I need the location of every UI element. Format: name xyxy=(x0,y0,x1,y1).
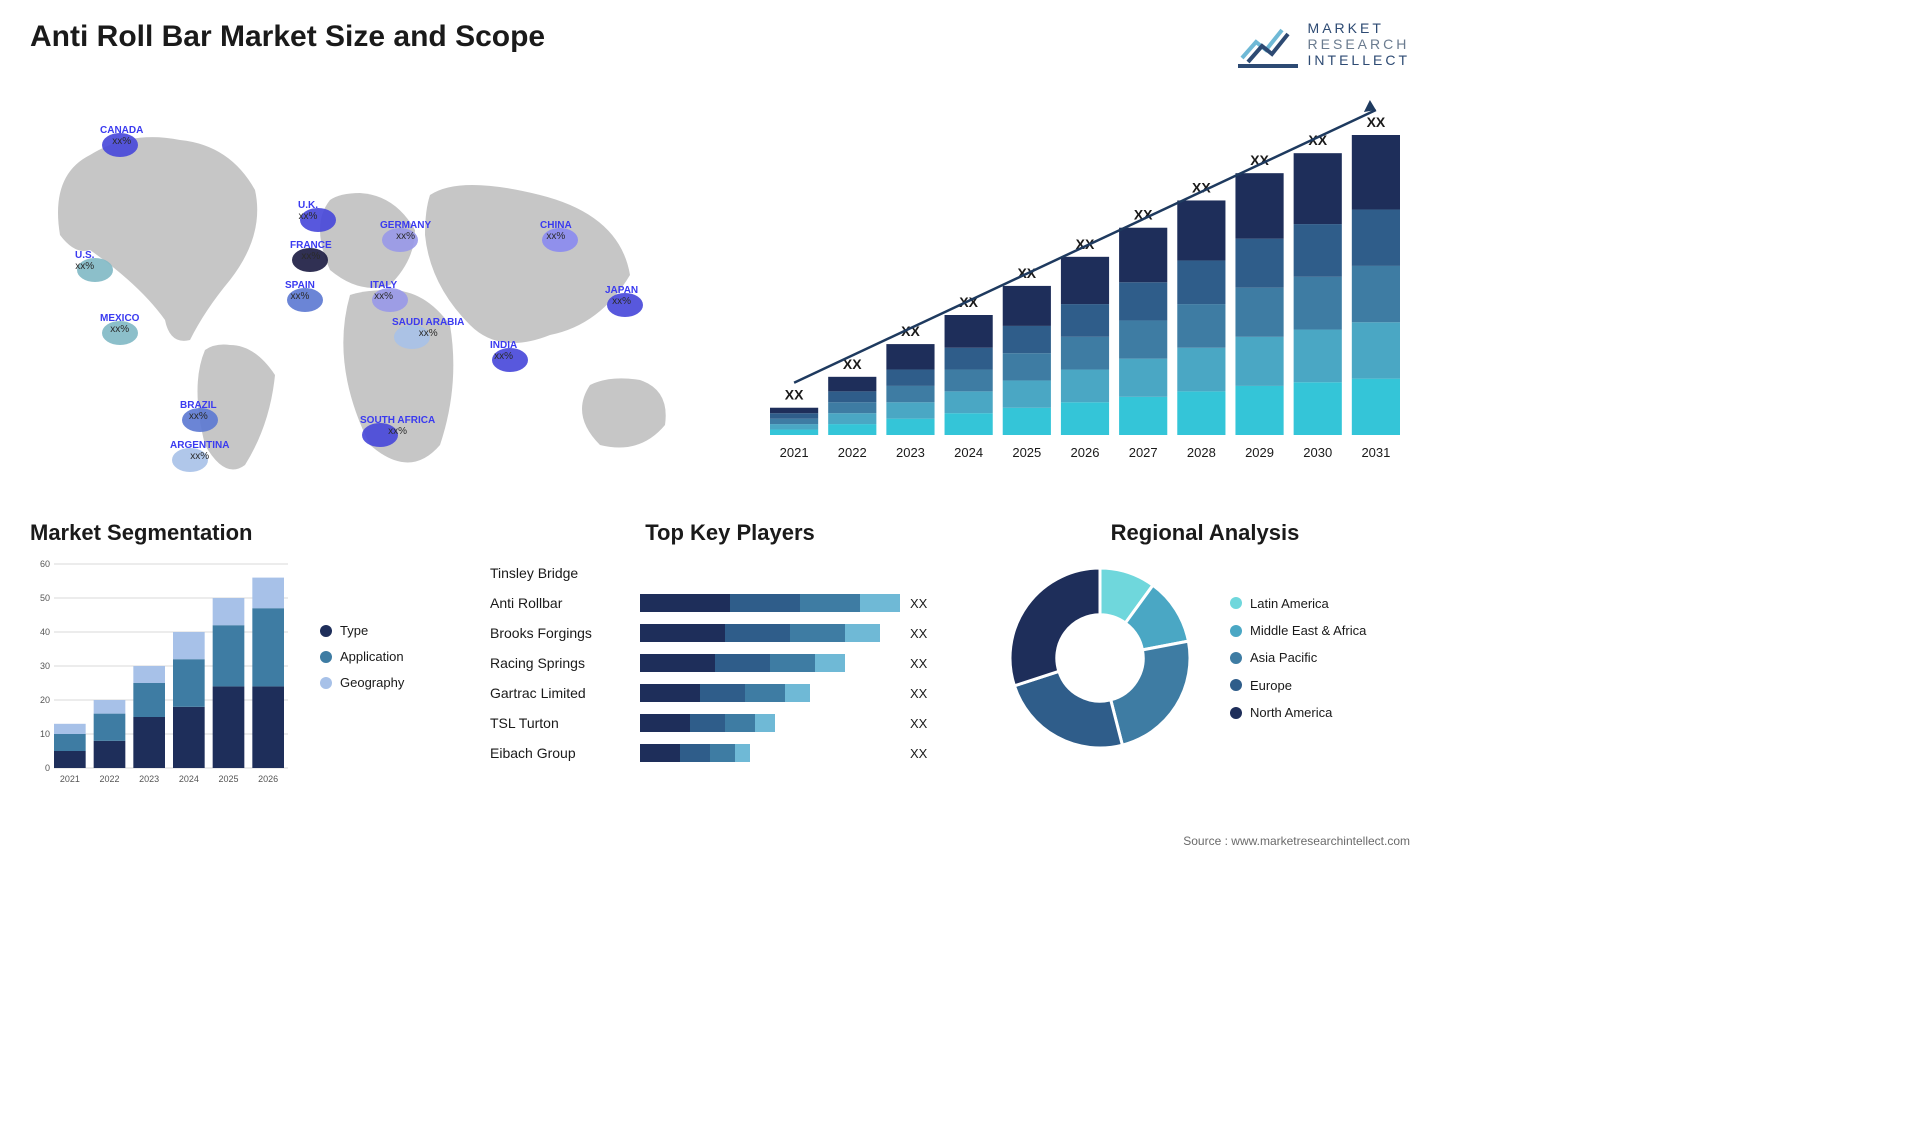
svg-text:2022: 2022 xyxy=(838,445,867,460)
svg-text:2027: 2027 xyxy=(1129,445,1158,460)
player-row: Eibach Group XX xyxy=(490,738,970,768)
world-map: CANADAxx% U.S.xx% MEXICOxx% BRAZILxx% ARGENT… xyxy=(30,85,710,485)
legend-item: Asia Pacific xyxy=(1230,644,1366,671)
map-label-argentina: ARGENTINAxx% xyxy=(170,440,229,462)
svg-text:2024: 2024 xyxy=(954,445,983,460)
svg-text:30: 30 xyxy=(40,661,50,671)
player-row: Tinsley Bridge xyxy=(490,558,970,588)
logo-line1: MARKET xyxy=(1308,20,1410,36)
legend-item: Middle East & Africa xyxy=(1230,617,1366,644)
svg-text:10: 10 xyxy=(40,729,50,739)
player-bar xyxy=(640,654,900,672)
logo-icon xyxy=(1238,20,1298,68)
player-row: Anti Rollbar XX xyxy=(490,588,970,618)
svg-text:40: 40 xyxy=(40,627,50,637)
player-value: XX xyxy=(910,626,927,641)
source-label: Source : www.marketresearchintellect.com xyxy=(1183,834,1410,848)
player-value: XX xyxy=(910,716,927,731)
svg-text:2030: 2030 xyxy=(1303,445,1332,460)
regional-donut xyxy=(1000,558,1200,758)
svg-text:2022: 2022 xyxy=(99,774,119,784)
player-name: Racing Springs xyxy=(490,655,640,671)
page-title: Anti Roll Bar Market Size and Scope xyxy=(30,20,545,54)
svg-text:0: 0 xyxy=(45,763,50,773)
svg-text:20: 20 xyxy=(40,695,50,705)
player-name: Tinsley Bridge xyxy=(490,565,640,581)
map-label-germany: GERMANYxx% xyxy=(380,220,431,242)
svg-text:2026: 2026 xyxy=(258,774,278,784)
player-value: XX xyxy=(910,596,927,611)
svg-text:XX: XX xyxy=(1367,114,1386,130)
svg-text:2024: 2024 xyxy=(179,774,199,784)
segmentation-title: Market Segmentation xyxy=(30,520,440,546)
legend-item: Europe xyxy=(1230,672,1366,699)
player-row: TSL Turton XX xyxy=(490,708,970,738)
player-name: Anti Rollbar xyxy=(490,595,640,611)
regional-panel: Regional Analysis Latin AmericaMiddle Ea… xyxy=(1000,520,1410,758)
map-label-u-k-: U.K.xx% xyxy=(298,200,318,222)
player-bar xyxy=(640,744,900,762)
svg-text:50: 50 xyxy=(40,593,50,603)
svg-text:2021: 2021 xyxy=(60,774,80,784)
player-value: XX xyxy=(910,656,927,671)
segmentation-chart: 0 10 20 30 40 50 60 2021 2022 2023 2024 2025 2026 xyxy=(30,558,290,788)
legend-item: Latin America xyxy=(1230,590,1366,617)
segmentation-legend: TypeApplicationGeography xyxy=(320,618,404,696)
svg-text:2029: 2029 xyxy=(1245,445,1274,460)
player-bar xyxy=(640,624,900,642)
map-label-mexico: MEXICOxx% xyxy=(100,313,139,335)
player-bar xyxy=(640,564,900,582)
player-row: Racing Springs XX xyxy=(490,648,970,678)
player-name: Gartrac Limited xyxy=(490,685,640,701)
map-label-spain: SPAINxx% xyxy=(285,280,315,302)
legend-item: North America xyxy=(1230,699,1366,726)
player-row: Brooks Forgings XX xyxy=(490,618,970,648)
legend-item: Geography xyxy=(320,670,404,696)
segmentation-panel: Market Segmentation 0 10 20 30 40 50 60 2021 202… xyxy=(30,520,440,788)
player-name: Brooks Forgings xyxy=(490,625,640,641)
player-name: TSL Turton xyxy=(490,715,640,731)
map-label-south-africa: SOUTH AFRICAxx% xyxy=(360,415,435,437)
players-panel: Top Key Players Tinsley Bridge Anti Rollb… xyxy=(490,520,970,768)
svg-text:2025: 2025 xyxy=(1012,445,1041,460)
players-title: Top Key Players xyxy=(490,520,970,546)
player-row: Gartrac Limited XX xyxy=(490,678,970,708)
player-bar xyxy=(640,714,900,732)
map-label-japan: JAPANxx% xyxy=(605,285,638,307)
svg-text:2021: 2021 xyxy=(780,445,809,460)
map-label-italy: ITALYxx% xyxy=(370,280,397,302)
map-label-u-s-: U.S.xx% xyxy=(75,250,94,272)
players-list: Tinsley BridgeAnti RollbarXXBrooks Forgi… xyxy=(490,558,970,768)
svg-text:2025: 2025 xyxy=(218,774,238,784)
regional-legend: Latin AmericaMiddle East & AfricaAsia Pa… xyxy=(1230,590,1366,726)
brand-logo: MARKET RESEARCH INTELLECT xyxy=(1238,20,1410,68)
logo-line2: RESEARCH xyxy=(1308,36,1410,52)
legend-item: Application xyxy=(320,644,404,670)
growth-chart: XX2021XX2022XX2023XX2024XX2025XX2026XX20… xyxy=(760,85,1410,465)
svg-text:2023: 2023 xyxy=(896,445,925,460)
svg-text:2026: 2026 xyxy=(1071,445,1100,460)
map-label-china: CHINAxx% xyxy=(540,220,572,242)
player-value: XX xyxy=(910,686,927,701)
legend-item: Type xyxy=(320,618,404,644)
regional-title: Regional Analysis xyxy=(1000,520,1410,546)
map-label-brazil: BRAZILxx% xyxy=(180,400,217,422)
map-label-india: INDIAxx% xyxy=(490,340,517,362)
player-name: Eibach Group xyxy=(490,745,640,761)
player-value: XX xyxy=(910,746,927,761)
player-bar xyxy=(640,684,900,702)
svg-text:2028: 2028 xyxy=(1187,445,1216,460)
svg-text:XX: XX xyxy=(785,387,804,403)
map-label-france: FRANCExx% xyxy=(290,240,332,262)
map-label-saudi-arabia: SAUDI ARABIAxx% xyxy=(392,317,464,339)
logo-line3: INTELLECT xyxy=(1308,52,1410,68)
svg-text:2023: 2023 xyxy=(139,774,159,784)
player-bar xyxy=(640,594,900,612)
map-label-canada: CANADAxx% xyxy=(100,125,143,147)
svg-text:60: 60 xyxy=(40,559,50,569)
svg-text:2031: 2031 xyxy=(1361,445,1390,460)
